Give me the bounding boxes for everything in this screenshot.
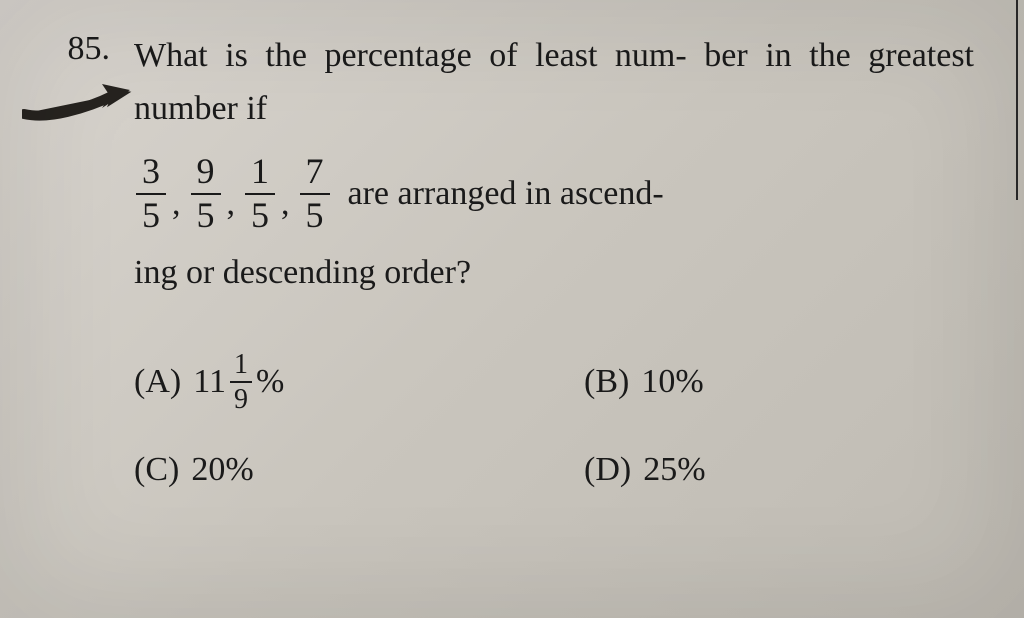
question-block: 85. What is the percentage of least num-… xyxy=(40,30,974,497)
option-a-suffix: % xyxy=(256,356,284,409)
fraction-bar xyxy=(230,381,252,383)
option-a-den: 9 xyxy=(230,385,252,414)
option-c: (C) 20% xyxy=(134,444,524,497)
question-number: 85. xyxy=(40,30,110,68)
page-right-border xyxy=(1016,0,1018,200)
comma: , xyxy=(281,178,290,231)
fraction-1-den: 5 xyxy=(136,197,166,235)
fraction-4: 7 5 xyxy=(300,153,330,235)
fraction-4-num: 7 xyxy=(300,153,330,191)
fraction-1-num: 3 xyxy=(136,153,166,191)
option-c-label: (C) xyxy=(134,444,179,497)
question-line3: ing or descending order? xyxy=(134,247,974,300)
comma: , xyxy=(227,178,236,231)
comma: , xyxy=(172,178,181,231)
option-c-value: 20% xyxy=(191,444,253,497)
fraction-1: 3 5 xyxy=(136,153,166,235)
fraction-3-num: 1 xyxy=(245,153,275,191)
question-line1: What is the percentage of least num- xyxy=(134,37,687,74)
option-d-value: 25% xyxy=(643,444,705,497)
option-a-whole: 11 xyxy=(193,356,226,409)
option-b-value: 10% xyxy=(641,356,703,409)
fraction-3: 1 5 xyxy=(245,153,275,235)
option-a-label: (A) xyxy=(134,356,181,409)
option-a: (A) 11 1 9 % xyxy=(134,350,524,415)
options-grid: (A) 11 1 9 % (B) 10% xyxy=(134,350,974,497)
option-a-value: 11 1 9 % xyxy=(193,350,284,415)
page: 85. What is the percentage of least num-… xyxy=(0,0,1024,517)
fraction-2-den: 5 xyxy=(191,197,221,235)
option-d: (D) 25% xyxy=(584,444,974,497)
fraction-2-num: 9 xyxy=(191,153,221,191)
option-b: (B) 10% xyxy=(584,350,974,415)
option-a-num: 1 xyxy=(230,350,252,379)
option-d-label: (D) xyxy=(584,444,631,497)
fraction-row: 3 5 , 9 5 , 1 5 , 7 xyxy=(134,153,974,235)
fraction-4-den: 5 xyxy=(300,197,330,235)
option-a-fraction: 1 9 xyxy=(230,350,252,415)
fraction-3-den: 5 xyxy=(245,197,275,235)
fraction-2: 9 5 xyxy=(191,153,221,235)
option-b-label: (B) xyxy=(584,356,629,409)
arrow-icon xyxy=(22,84,132,124)
question-tail: are arranged in ascend- xyxy=(348,168,664,221)
question-text: What is the percentage of least num- ber… xyxy=(134,30,974,497)
